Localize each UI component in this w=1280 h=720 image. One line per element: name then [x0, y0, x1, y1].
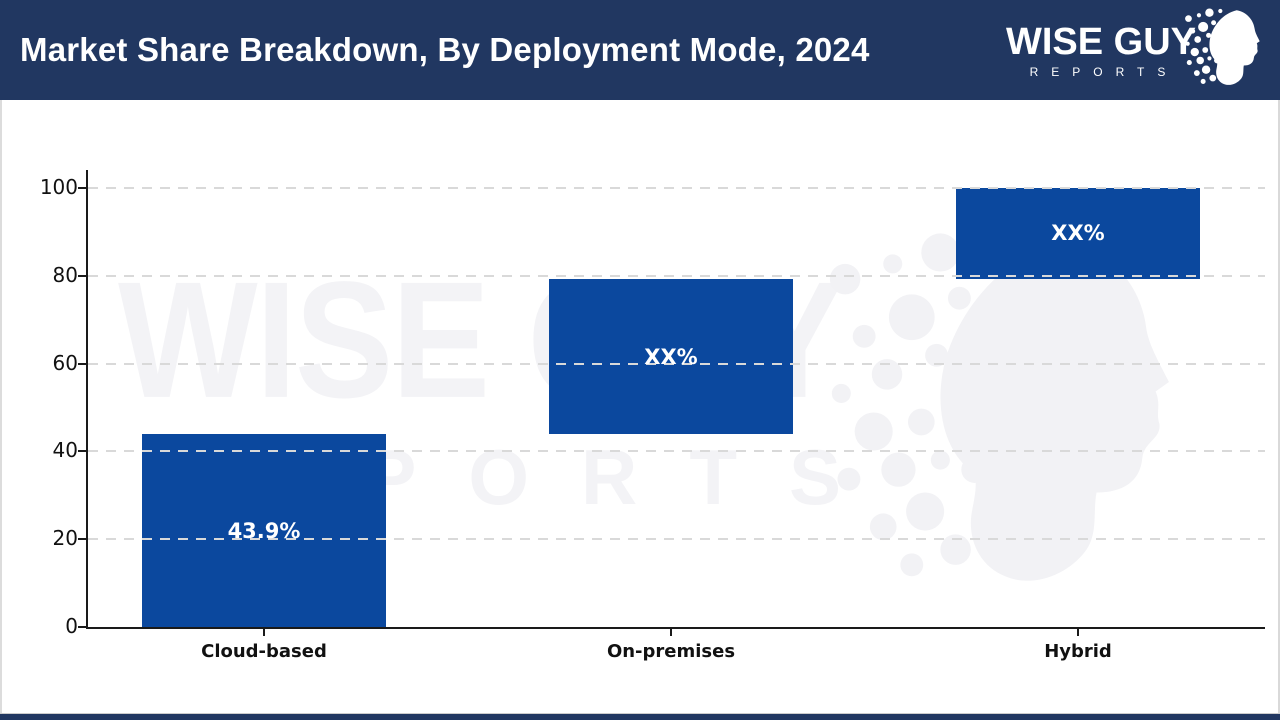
x-category-label: Cloud-based: [201, 641, 327, 662]
brand-logo: WISE GUY REPORTS: [1006, 0, 1268, 100]
y-tick-0: [78, 626, 86, 628]
y-axis-line: [86, 170, 88, 629]
brand-face-icon: [1185, 8, 1260, 85]
brand-logo-text: WISE GUY REPORTS: [1006, 23, 1196, 78]
y-tick-40: [78, 450, 86, 453]
x-tick-0: [263, 629, 265, 636]
gridline-80: [88, 274, 1265, 277]
footer-band: [0, 713, 1280, 720]
x-category-label: On-premises: [606, 641, 736, 662]
y-tick-60: [78, 362, 86, 365]
y-tick-label-20: 20: [52, 526, 78, 551]
x-tick-2: [1077, 629, 1079, 636]
gridline-40: [88, 450, 1265, 453]
bar-value-label: XX%: [1051, 221, 1105, 246]
bar-value-label: XX%: [644, 344, 698, 369]
x-axis-line: [86, 627, 1265, 629]
bar-cloud-based: [142, 434, 386, 627]
y-tick-20: [78, 538, 86, 541]
brand-subname: REPORTS: [1029, 64, 1179, 79]
gridline-20: [88, 538, 1265, 541]
y-tick-label-100: 100: [39, 175, 78, 199]
bar-value-label: 43.9%: [227, 518, 301, 543]
y-tick-80: [78, 274, 86, 277]
x-category-label: Hybrid: [1044, 641, 1112, 662]
y-tick-label-80: 80: [52, 262, 78, 287]
bar-on-premises: [549, 278, 793, 435]
page-frame-border: [0, 100, 1280, 714]
gridline-100: [88, 187, 1265, 189]
y-tick-label-0: 0: [65, 614, 78, 638]
brand-name: WISE GUY: [1005, 20, 1196, 63]
y-tick-100: [78, 187, 86, 189]
x-tick-1: [670, 629, 672, 636]
gridline-60: [88, 362, 1265, 365]
header-band: Market Share Breakdown, By Deployment Mo…: [0, 0, 1280, 100]
page-title: Market Share Breakdown, By Deployment Mo…: [20, 31, 870, 68]
y-tick-label-60: 60: [52, 350, 78, 375]
y-tick-label-40: 40: [52, 438, 78, 463]
